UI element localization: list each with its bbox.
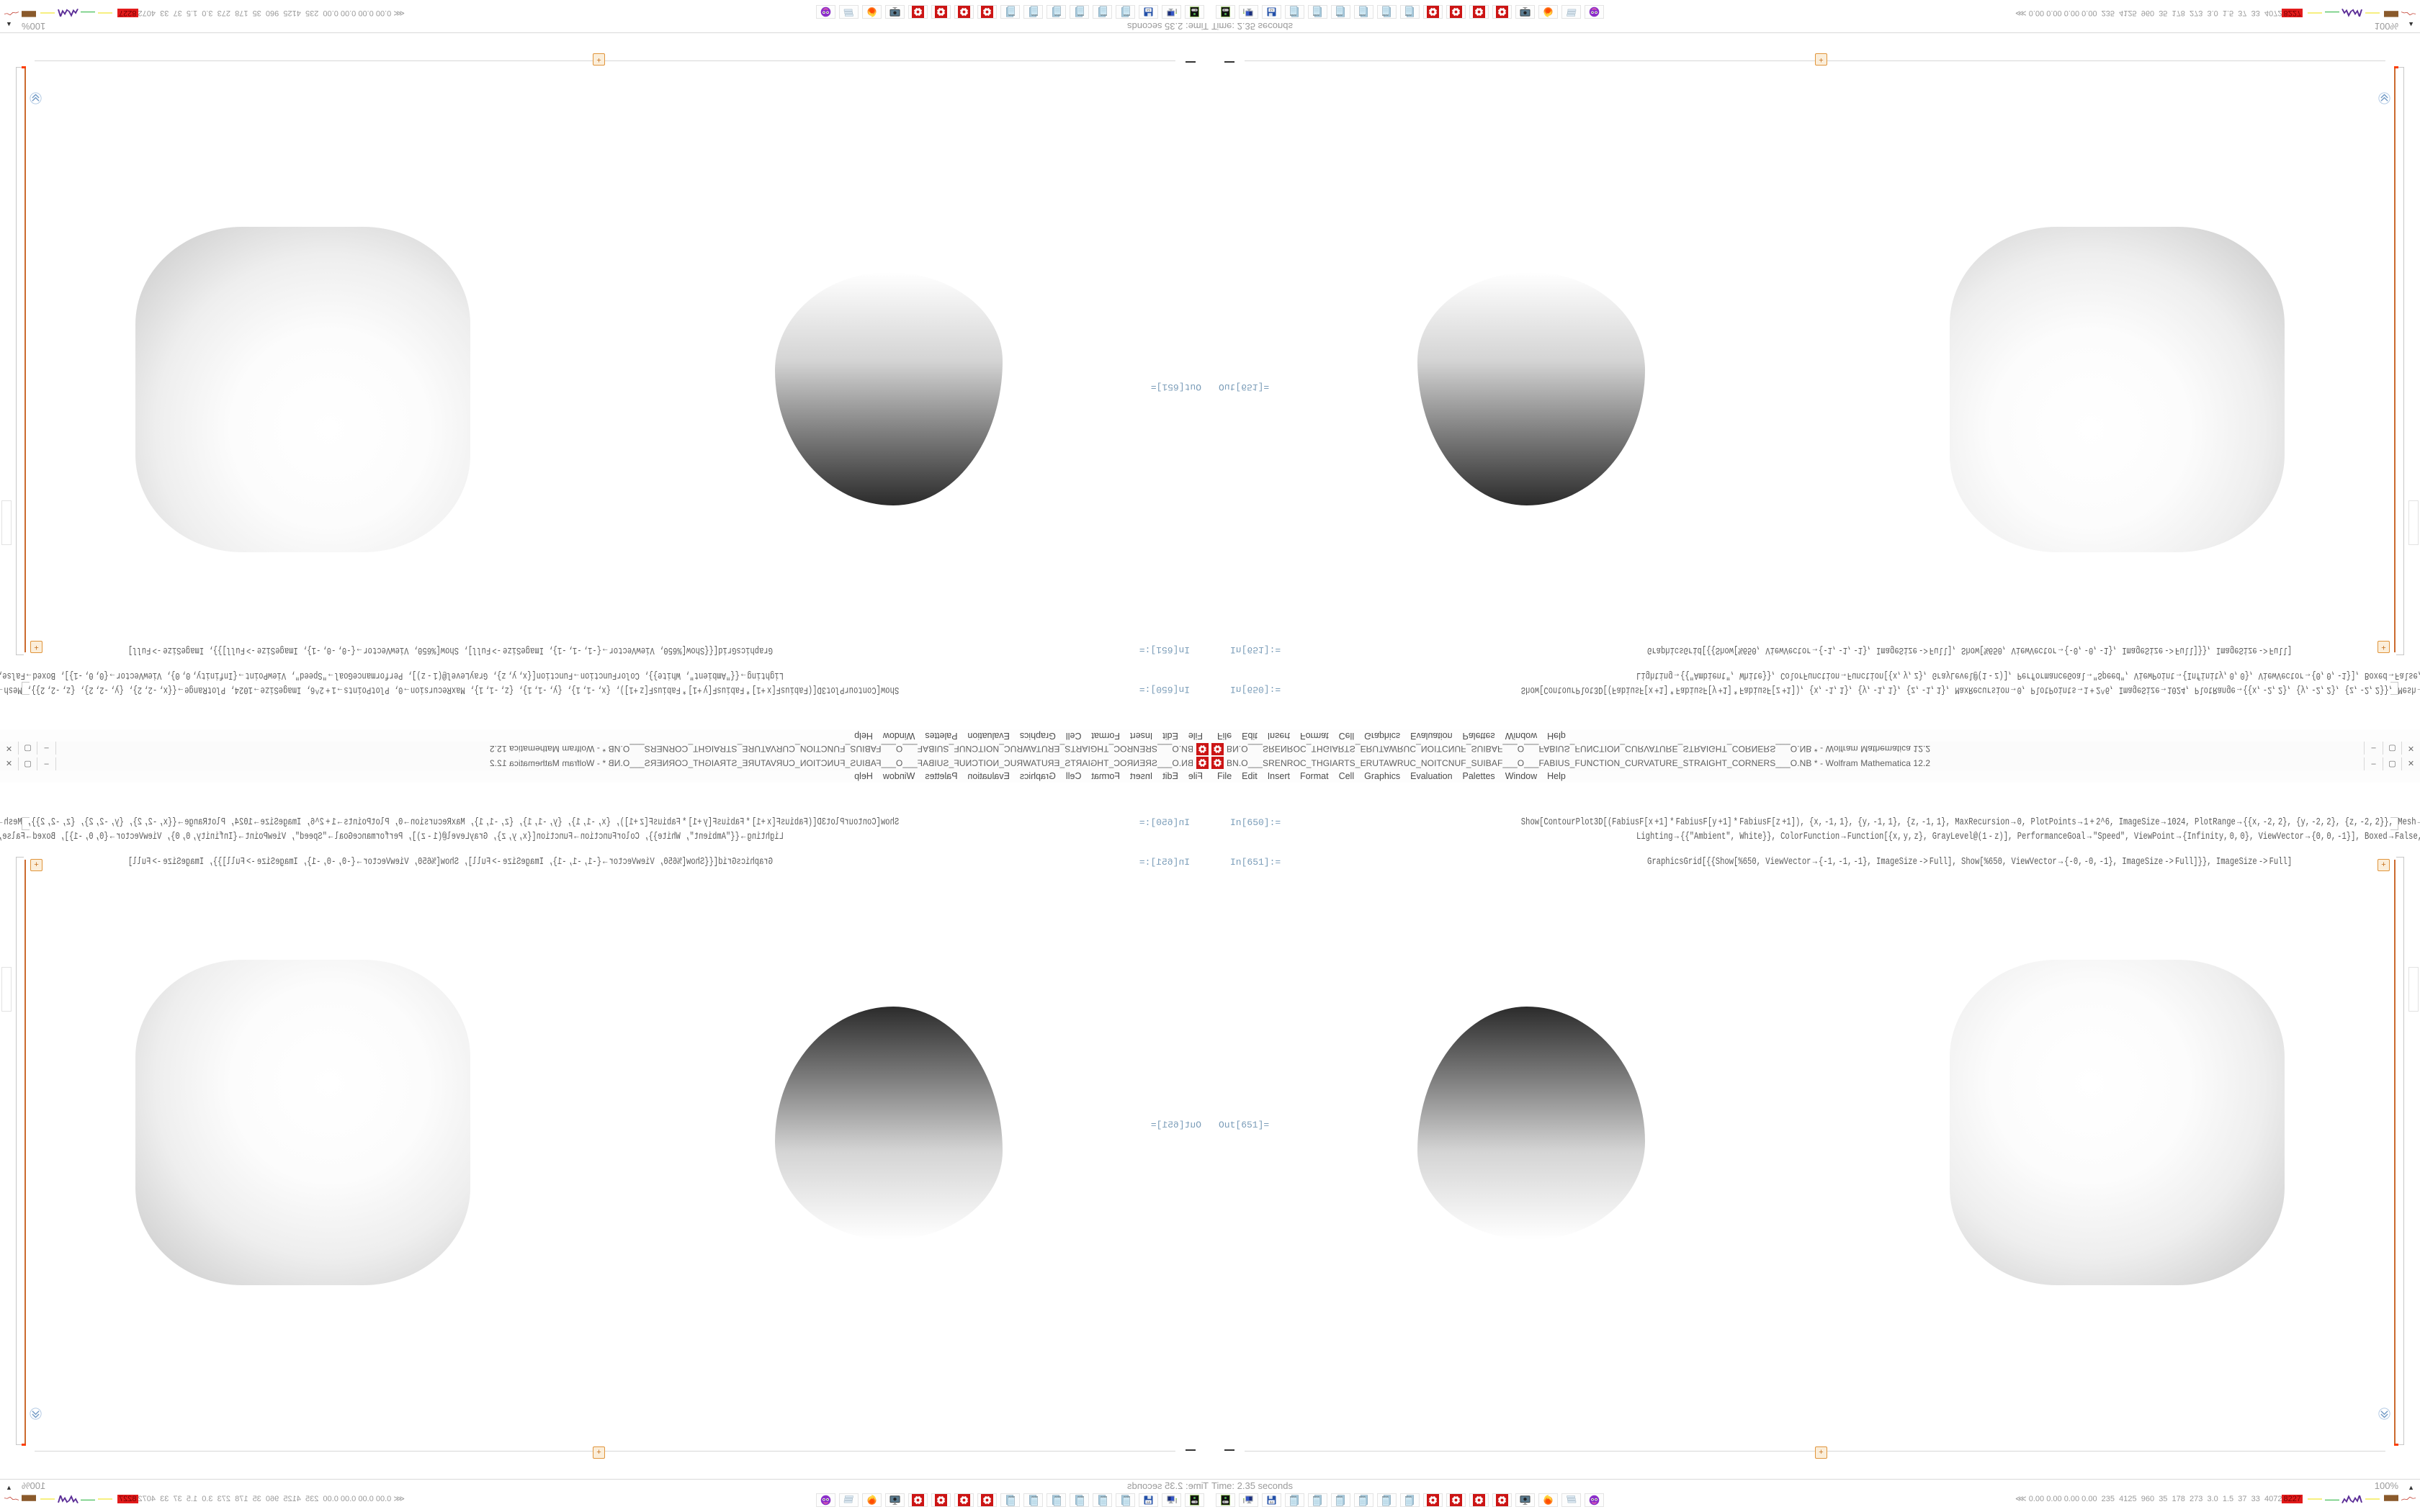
svg-text:64: 64 [1147,8,1150,12]
svg-text:64: 64 [1147,1500,1150,1504]
svg-text:64: 64 [1270,8,1273,12]
svg-text:64: 64 [1270,1500,1273,1504]
